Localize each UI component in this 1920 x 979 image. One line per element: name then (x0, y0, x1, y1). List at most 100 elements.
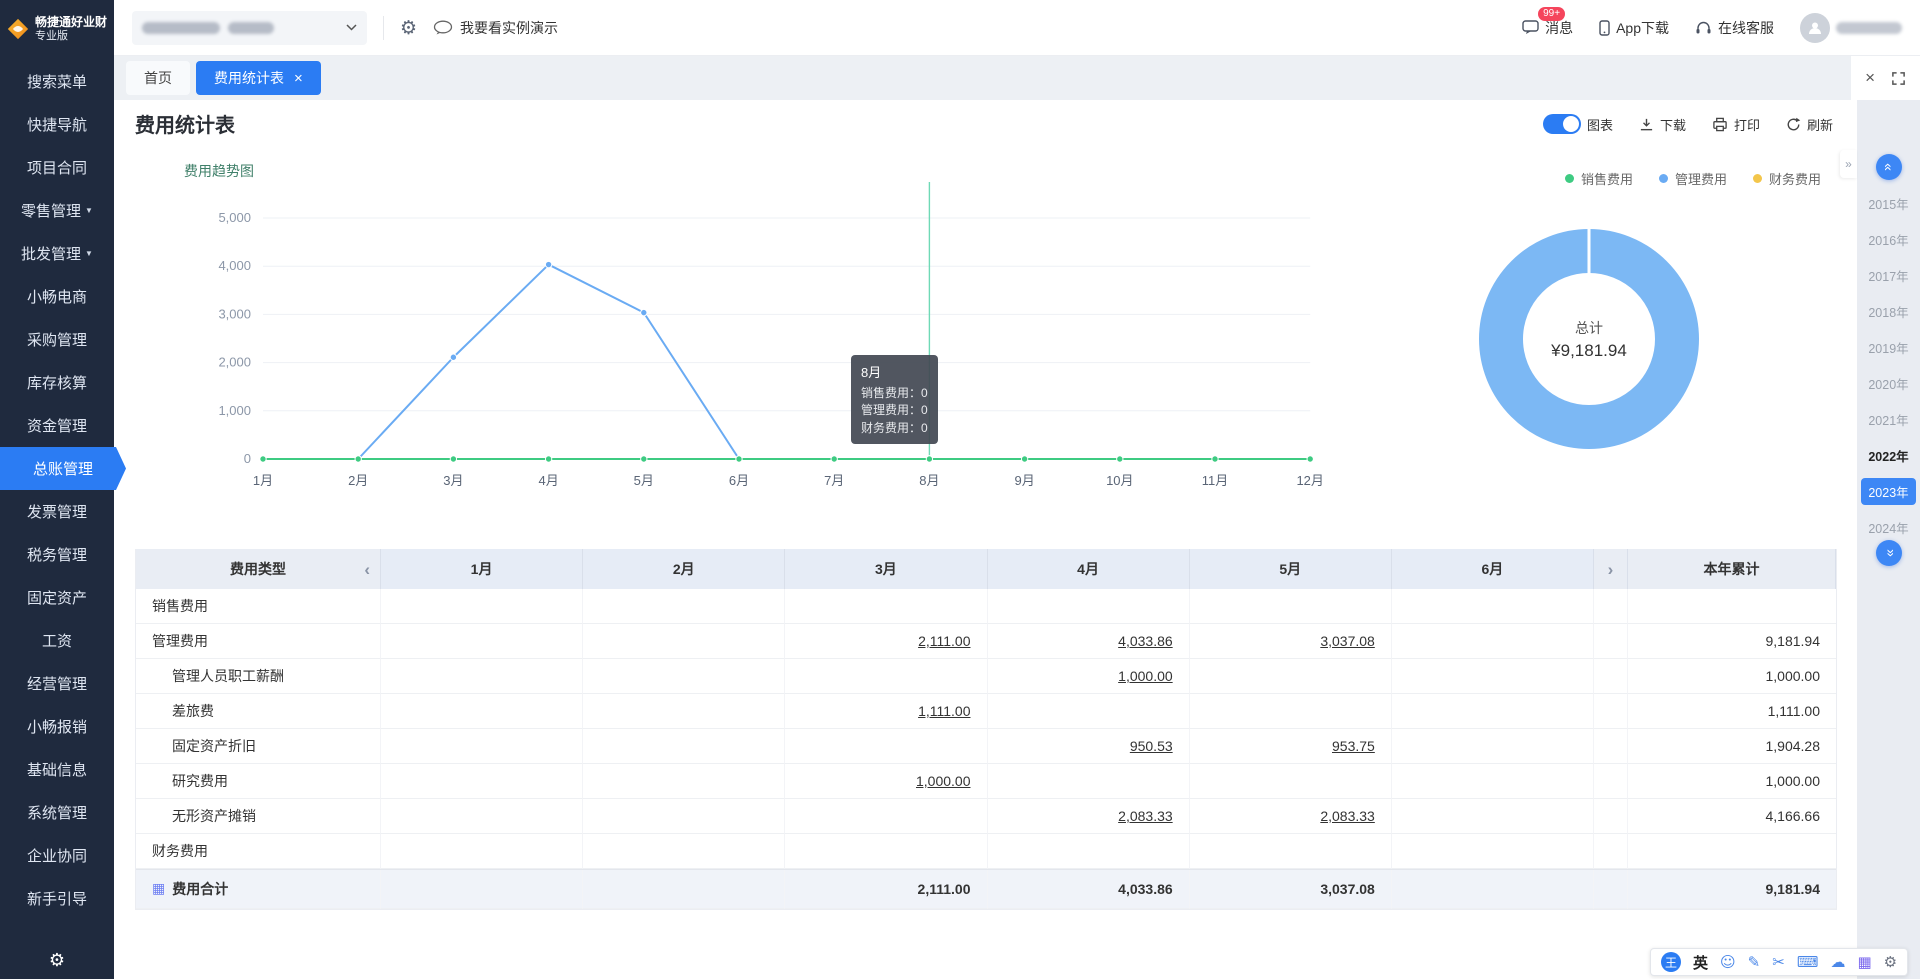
years-scroll-down-button[interactable]: « (1876, 540, 1902, 566)
tab-close-icon[interactable]: × (294, 69, 303, 87)
sidebar-item[interactable]: 企业协同 (0, 834, 114, 877)
year-item[interactable]: 2017年 (1868, 269, 1909, 284)
amount-link[interactable]: 2,083.33 (1118, 808, 1173, 824)
row-total: 1,000.00 (1628, 764, 1836, 799)
sidebar-item[interactable]: 搜索菜单 (0, 60, 114, 103)
year-item[interactable]: 2022年 (1868, 449, 1909, 464)
sidebar-item[interactable]: 库存核算 (0, 361, 114, 404)
tab[interactable]: 首页 (126, 61, 190, 95)
year-item[interactable]: 2016年 (1868, 233, 1909, 248)
amount-link[interactable]: 2,111.00 (918, 633, 971, 649)
sidebar-item[interactable]: 系统管理 (0, 791, 114, 834)
app-download-button[interactable]: App下载 (1599, 18, 1669, 38)
amount-cell: 950.53 (987, 729, 1190, 764)
amount-cell (381, 624, 584, 659)
support-button[interactable]: 在线客服 (1695, 18, 1774, 38)
amount-link[interactable]: 953.75 (1332, 738, 1375, 754)
tab[interactable]: 费用统计表 × (196, 61, 321, 95)
sidebar-item[interactable]: 小畅电商 (0, 275, 114, 318)
sidebar-settings-gear-icon[interactable]: ⚙ (48, 950, 66, 971)
sidebar-item[interactable]: 经营管理 (0, 662, 114, 705)
ime-toolbar: 王 英 ☺ ✎ ✂ ⌨ ☁ ▦ ⚙ (1650, 948, 1909, 976)
fullscreen-icon[interactable] (1891, 71, 1906, 86)
print-button[interactable]: 打印 (1712, 115, 1760, 134)
pen-icon[interactable]: ✎ (1747, 952, 1761, 971)
year-item[interactable]: 2024年 (1868, 521, 1909, 536)
years-scroll-up-button[interactable]: « (1876, 154, 1902, 180)
footer-label: ▦ 费用合计 (136, 870, 381, 909)
user-menu[interactable] (1800, 12, 1902, 43)
chart-toggle[interactable] (1542, 114, 1581, 134)
sidebar-item[interactable]: 税务管理 (0, 533, 114, 576)
sidebar-item-label: 系统管理 (26, 805, 87, 822)
sidebar-item[interactable]: 项目合同 (0, 146, 114, 189)
year-item[interactable]: 2019年 (1868, 341, 1909, 356)
table-header-month: 3月 (785, 549, 988, 589)
emoji-icon[interactable]: ☺ (1720, 952, 1736, 971)
year-item[interactable]: 2021年 (1868, 413, 1909, 428)
svg-text:6月: 6月 (729, 473, 749, 488)
year-item[interactable]: 2018年 (1868, 305, 1909, 320)
amount-cell (1391, 694, 1594, 729)
scissors-icon[interactable]: ✂ (1772, 952, 1785, 971)
amount-cell (381, 589, 584, 624)
amount-link[interactable]: 1,111.00 (918, 703, 971, 719)
topbar-gear-icon[interactable]: ⚙ (400, 16, 418, 39)
donut-center-label: 总计 (1575, 319, 1603, 336)
gear-icon[interactable]: ⚙ (1883, 952, 1898, 971)
sidebar-item-label: 库存核算 (26, 375, 87, 392)
year-item[interactable]: 2015年 (1868, 197, 1909, 212)
amount-cell: 953.75 (1189, 729, 1392, 764)
amount-cell (785, 729, 988, 764)
amount-link[interactable]: 1,000.00 (916, 773, 971, 789)
chevron-left-icon[interactable]: ‹ (364, 559, 370, 579)
refresh-button[interactable]: 刷新 (1786, 115, 1833, 134)
amount-cell (987, 589, 1190, 624)
chevron-right-icon[interactable]: › (1607, 559, 1614, 579)
amount-link[interactable]: 2,083.33 (1320, 808, 1375, 824)
sidebar-item[interactable]: 发票管理 (0, 490, 114, 533)
org-selector[interactable] (132, 10, 367, 45)
close-all-icon[interactable]: × (1865, 68, 1875, 87)
demo-link[interactable]: 我要看实例演示 (433, 18, 558, 38)
keyboard-icon[interactable]: ⌨ (1796, 952, 1819, 971)
download-button[interactable]: 下载 (1639, 115, 1686, 134)
ime-lang-toggle[interactable]: 英 (1693, 954, 1709, 972)
legend-item[interactable]: 管理费用 (1658, 169, 1727, 188)
year-item[interactable]: 2023年 (1857, 473, 1920, 509)
sidebar-item-label: 快捷导航 (26, 117, 87, 134)
legend-item[interactable]: 销售费用 (1564, 169, 1633, 188)
amount-cell (1391, 659, 1594, 694)
chart-legend: 销售费用 管理费用 财务费用 (1564, 169, 1821, 188)
redacted-user-name (1836, 21, 1902, 34)
amount-link[interactable]: 3,037.08 (1320, 633, 1375, 649)
chart-toggle-control: 图表 (1542, 114, 1613, 134)
sidebar-item[interactable]: 快捷导航 (0, 103, 114, 146)
sidebar-item[interactable]: 采购管理 (0, 318, 114, 361)
panel-collapse-handle[interactable]: » (1840, 150, 1857, 178)
divider (383, 15, 384, 40)
cloud-icon[interactable]: ☁ (1830, 952, 1846, 971)
amount-link[interactable]: 950.53 (1129, 738, 1173, 754)
amount-cell (1391, 834, 1594, 869)
sidebar-item[interactable]: 总账管理 (0, 447, 126, 490)
sidebar-item[interactable]: 零售管理 ▼ (0, 189, 114, 232)
sidebar-item[interactable]: 工资 (0, 619, 114, 662)
tab-bar: 首页 费用统计表 × × (114, 56, 1920, 100)
sidebar-item[interactable]: 新手引导 (0, 877, 114, 920)
sidebar-item[interactable]: 资金管理 (0, 404, 114, 447)
sidebar-item-label: 零售管理 (21, 203, 82, 220)
ime-logo[interactable]: 王 (1661, 952, 1681, 972)
sidebar-item[interactable]: 固定资产 (0, 576, 114, 619)
amount-cell (1391, 624, 1594, 659)
amount-link[interactable]: 1,000.00 (1118, 668, 1173, 684)
sidebar-item[interactable]: 基础信息 (0, 748, 114, 791)
grid-icon[interactable]: ▦ (1857, 952, 1872, 971)
legend-item[interactable]: 财务费用 (1752, 169, 1821, 188)
year-item[interactable]: 2020年 (1868, 377, 1909, 392)
sidebar-item[interactable]: 批发管理 ▼ (0, 232, 114, 275)
table-row: 差旅费 1,111.00 1,111.00 (136, 694, 1836, 729)
sidebar-item[interactable]: 小畅报销 (0, 705, 114, 748)
amount-link[interactable]: 4,033.86 (1118, 633, 1173, 649)
messages-button[interactable]: 99+ 消息 (1522, 6, 1573, 38)
